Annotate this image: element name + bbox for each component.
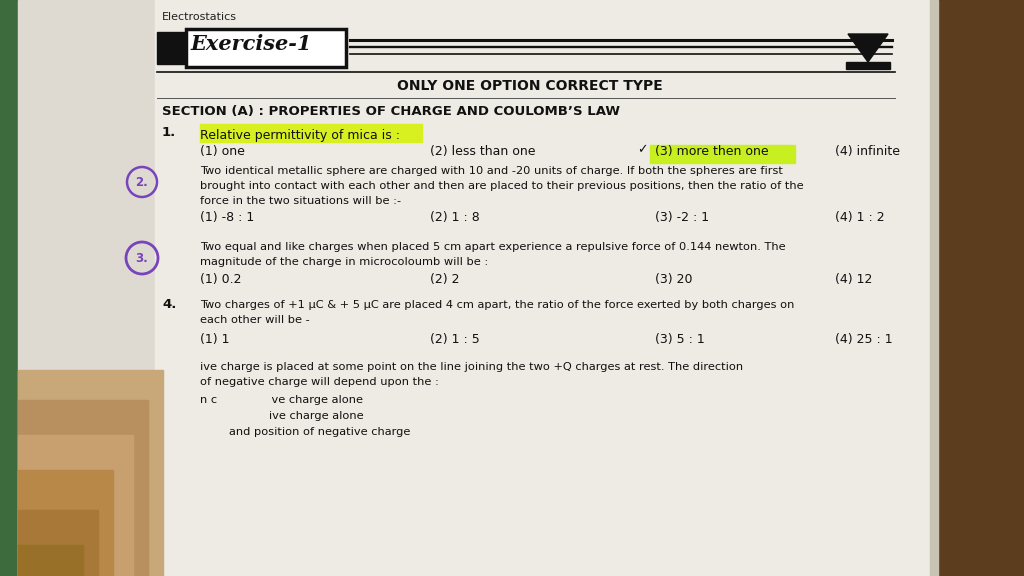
Text: Two charges of +1 μC & + 5 μC are placed 4 cm apart, the ratio of the force exer: Two charges of +1 μC & + 5 μC are placed… <box>200 300 795 310</box>
Bar <box>18 0 158 576</box>
Bar <box>155 0 930 576</box>
Text: (4) 25 : 1: (4) 25 : 1 <box>835 333 893 346</box>
Text: Two equal and like charges when placed 5 cm apart experience a repulsive force o: Two equal and like charges when placed 5… <box>200 242 785 252</box>
Text: ive charge is placed at some point on the line joining the two +Q charges at res: ive charge is placed at some point on th… <box>200 362 743 372</box>
FancyBboxPatch shape <box>186 29 346 67</box>
Bar <box>846 62 890 69</box>
Bar <box>18 510 98 576</box>
Text: force in the two situations will be :-: force in the two situations will be :- <box>200 196 401 206</box>
Text: brought into contact with each other and then are placed to their previous posit: brought into contact with each other and… <box>200 181 804 191</box>
Bar <box>0 0 18 576</box>
Text: (1) 1: (1) 1 <box>200 333 229 346</box>
Text: 3.: 3. <box>135 252 148 264</box>
Text: (3) more then one: (3) more then one <box>655 145 769 158</box>
Text: ive charge alone: ive charge alone <box>200 411 364 421</box>
Bar <box>200 124 422 142</box>
Text: (4) 1 : 2: (4) 1 : 2 <box>835 211 885 224</box>
Text: (2) less than one: (2) less than one <box>430 145 536 158</box>
Text: (3) 5 : 1: (3) 5 : 1 <box>655 333 705 346</box>
Text: magnitude of the charge in microcoloumb will be :: magnitude of the charge in microcoloumb … <box>200 257 488 267</box>
Text: of negative charge will depend upon the :: of negative charge will depend upon the … <box>200 377 439 387</box>
Text: ONLY ONE OPTION CORRECT TYPE: ONLY ONE OPTION CORRECT TYPE <box>397 79 663 93</box>
Text: (3) -2 : 1: (3) -2 : 1 <box>655 211 710 224</box>
Text: (4) 12: (4) 12 <box>835 273 872 286</box>
Text: Electrostatics: Electrostatics <box>162 12 237 22</box>
Text: Exercise-1: Exercise-1 <box>190 34 311 54</box>
Bar <box>18 435 133 576</box>
Bar <box>18 470 113 576</box>
Text: Two identical metallic sphere are charged with 10 and -20 units of charge. If bo: Two identical metallic sphere are charge… <box>200 166 783 176</box>
Text: Relative permittivity of mica is :: Relative permittivity of mica is : <box>200 130 400 142</box>
Text: (3) 20: (3) 20 <box>655 273 692 286</box>
Text: (1) -8 : 1: (1) -8 : 1 <box>200 211 254 224</box>
Text: SECTION (A) : PROPERTIES OF CHARGE AND COULOMB’S LAW: SECTION (A) : PROPERTIES OF CHARGE AND C… <box>162 105 620 118</box>
Text: (4) infinite: (4) infinite <box>835 145 900 158</box>
Text: (1) 0.2: (1) 0.2 <box>200 273 242 286</box>
Text: (1) one: (1) one <box>200 145 245 158</box>
Text: 1.: 1. <box>162 126 176 139</box>
Text: 4.: 4. <box>162 298 176 311</box>
Bar <box>18 545 83 576</box>
Text: ✓: ✓ <box>637 143 647 156</box>
Polygon shape <box>848 34 888 62</box>
Text: (2) 1 : 8: (2) 1 : 8 <box>430 211 480 224</box>
Text: (2) 2: (2) 2 <box>430 273 460 286</box>
Bar <box>938 0 1024 576</box>
Bar <box>650 145 795 163</box>
Text: 2.: 2. <box>135 176 148 188</box>
Text: (2) 1 : 5: (2) 1 : 5 <box>430 333 480 346</box>
Bar <box>930 0 938 576</box>
Text: n c               ve charge alone: n c ve charge alone <box>200 395 362 405</box>
Bar <box>18 400 148 576</box>
Text: and position of negative charge: and position of negative charge <box>200 427 411 437</box>
Bar <box>157 32 185 64</box>
Text: each other will be -: each other will be - <box>200 315 309 325</box>
Bar <box>18 370 163 576</box>
